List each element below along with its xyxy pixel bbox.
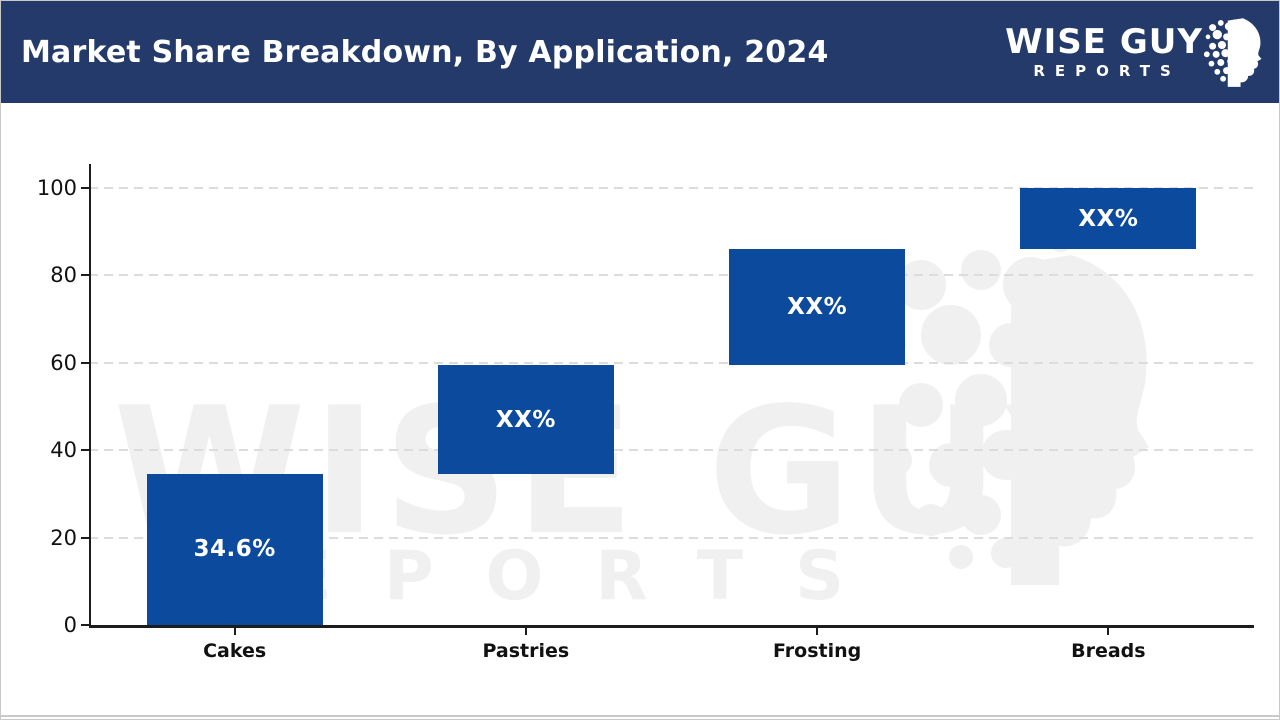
x-axis-tick [1107,627,1110,635]
bar-pastries: XX% [437,365,614,474]
y-axis-tick-label: 20 [50,525,77,550]
bar-breads: XX% [1020,188,1197,250]
chart-area: WISE GUY REPORTS 0 20 40 60 80 100 34.6% Cakes X… [1,103,1279,715]
bar-frosting: XX% [729,249,906,366]
brand-logo-text: WISE GUY REPORTS [1005,25,1203,79]
x-axis-tick [816,627,819,635]
bar-value-label: XX% [787,294,848,321]
x-axis-category-label: Cakes [203,640,267,662]
head-profile-icon [1203,18,1262,87]
gridline [89,536,1254,539]
y-axis-line [89,164,91,628]
bar-value-label: 34.6% [193,536,276,563]
watermark-head-icon [876,228,1149,585]
bar-cakes: 34.6% [146,473,323,625]
page-title: Market Share Breakdown, By Application, … [21,34,829,70]
y-axis-tick [81,361,89,364]
y-axis-tick [81,624,89,626]
y-axis-tick [81,449,89,452]
bottom-divider [1,715,1279,717]
bar-value-label: XX% [495,406,556,433]
gridline [89,274,1254,277]
x-axis-line [89,625,1254,628]
x-axis-category-label: Frosting [773,640,862,662]
x-axis-tick [233,627,236,635]
gridline [89,361,1254,364]
y-axis-tick-label: 40 [50,438,77,463]
y-axis-tick-label: 80 [50,263,77,288]
gridline [89,449,1254,452]
brand-name: WISE GUY [1005,22,1203,62]
header: Market Share Breakdown, By Application, … [1,1,1279,103]
y-axis-tick [81,187,89,189]
y-axis-tick-label: 60 [50,350,77,375]
bar-value-label: XX% [1078,205,1139,232]
y-axis-tick [81,274,89,277]
brand-logo: WISE GUY REPORTS [1005,9,1265,95]
y-axis-tick-label: 100 [36,176,77,200]
x-axis-category-label: Breads [1071,640,1146,662]
gridline [89,187,1254,189]
brand-subtitle: REPORTS [1033,62,1181,80]
y-axis-tick-label: 0 [63,613,77,637]
y-axis-tick [81,536,89,539]
x-axis-category-label: Pastries [482,640,570,662]
x-axis-tick [524,627,527,635]
